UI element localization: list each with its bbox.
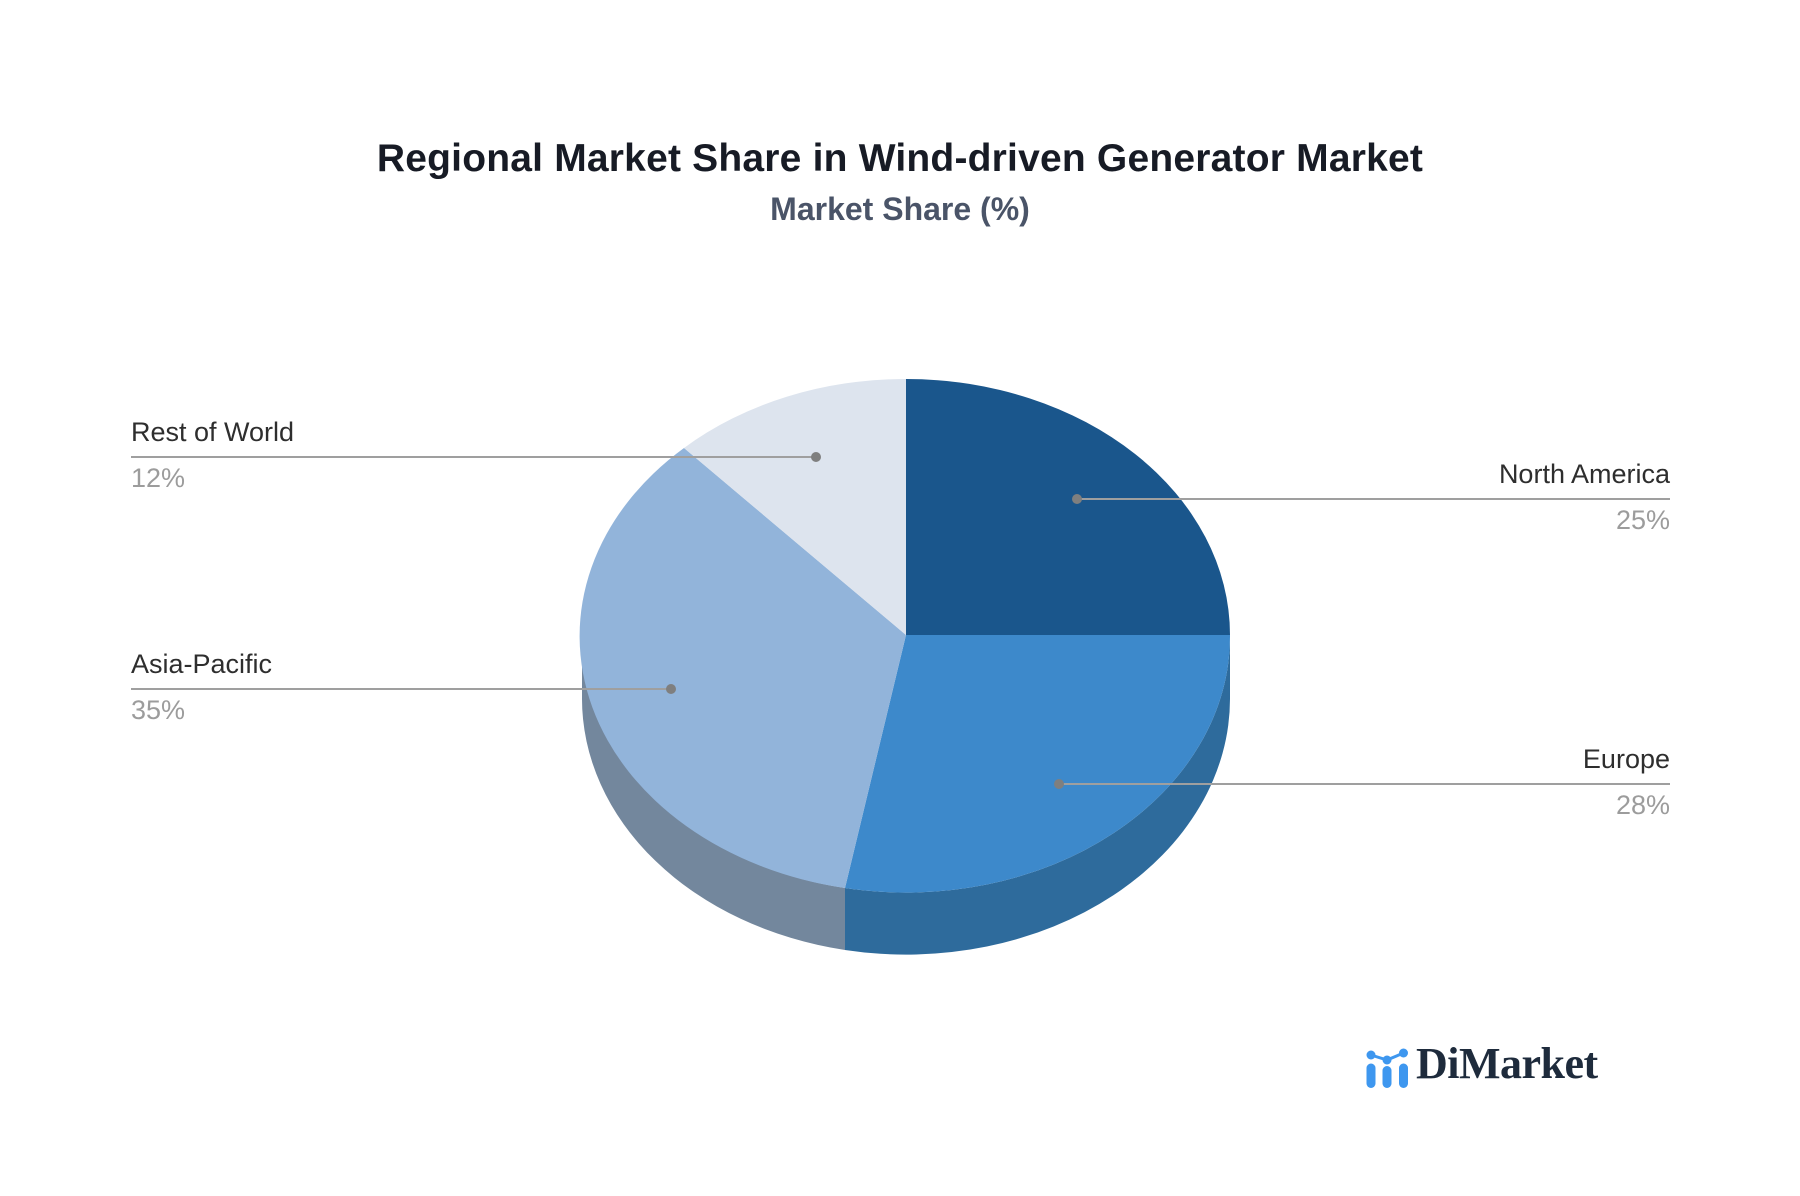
pie-side-europe [845, 635, 1231, 955]
label-europe-pct: 28% [1615, 790, 1670, 820]
pie-slice-north-america [906, 379, 1230, 635]
label-europe-name: Europe [1582, 744, 1670, 774]
label-rest-of-world-name: Rest of World [131, 417, 295, 447]
label-rest-of-world-pct: 12% [131, 463, 186, 493]
pie-slice-rest-of-world [684, 378, 906, 635]
leader-dot-asia-pacific [666, 684, 676, 694]
label-north-america-name: North America [1498, 459, 1670, 489]
brand-logo: DiMarket [1362, 1036, 1598, 1090]
pie-slice-europe [845, 635, 1231, 893]
pie-slice-asia-pacific [579, 448, 906, 888]
label-asia-pacific-name: Asia-Pacific [131, 649, 273, 679]
chart-title: Regional Market Share in Wind-driven Gen… [376, 137, 1424, 180]
leader-dot-north-america [1072, 494, 1082, 504]
brand-logo-text: DiMarket [1416, 1039, 1598, 1088]
pie-side-asia-pacific [581, 635, 845, 950]
leader-dot-europe [1054, 779, 1064, 789]
leader-dot-rest-of-world [811, 452, 821, 462]
bar-chart-logo-icon [1366, 1048, 1408, 1088]
label-asia-pacific-pct: 35% [131, 695, 186, 725]
chart-subtitle: Market Share (%) [770, 191, 1030, 227]
label-north-america-pct: 25% [1615, 505, 1670, 535]
